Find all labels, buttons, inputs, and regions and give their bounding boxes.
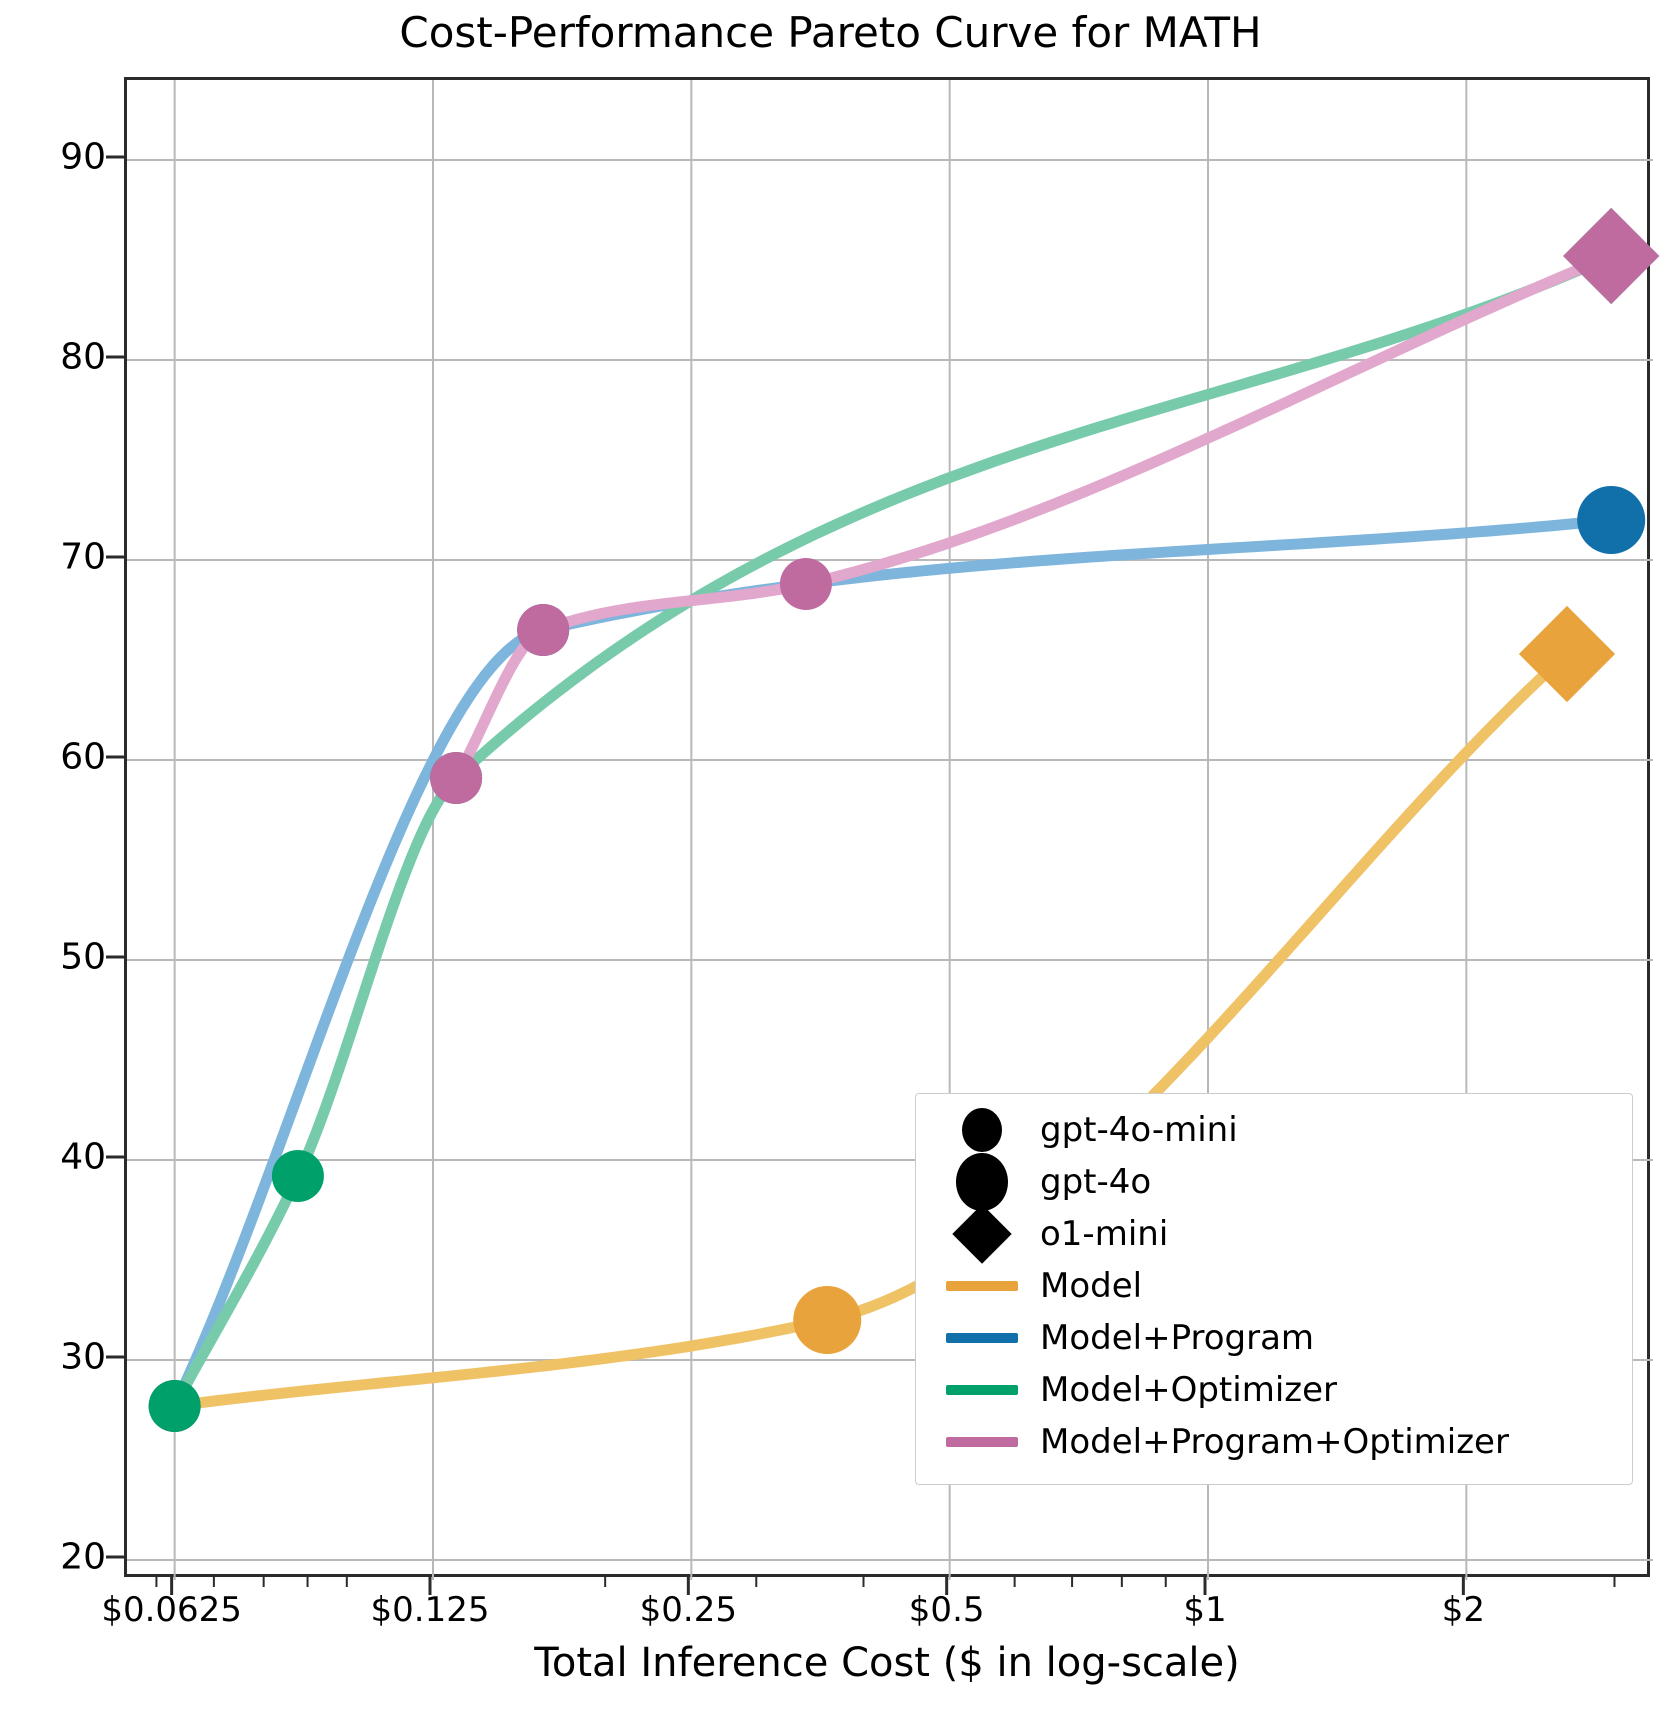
data-point-circle[interactable] <box>517 604 570 656</box>
y-tick-label: 50 <box>60 936 106 978</box>
plot-area <box>124 77 1660 1580</box>
series-model-optimizer <box>169 250 1617 1412</box>
legend-line-symbol <box>930 1437 1034 1447</box>
legend-line-icon <box>946 1333 1018 1343</box>
chart-title: Cost-Performance Pareto Curve for MATH <box>399 8 1262 57</box>
series-line <box>169 250 1617 1412</box>
legend-item-model-program[interactable]: Model+Program <box>930 1312 1618 1364</box>
series-line <box>450 250 1617 784</box>
y-tick-label: 30 <box>60 1336 106 1378</box>
y-tick-label: 40 <box>60 1136 106 1178</box>
legend-line-symbol <box>930 1281 1034 1291</box>
x-tick-label: $0.125 <box>370 1590 490 1630</box>
y-tick-label: 60 <box>60 736 106 778</box>
legend-label: gpt-4o-mini <box>1040 1110 1238 1150</box>
legend-marker-symbol <box>930 1108 1034 1152</box>
x-tick-label: $1 <box>1183 1590 1227 1630</box>
legend-line-icon <box>946 1385 1018 1395</box>
data-point-circle[interactable] <box>779 558 832 610</box>
y-tick-label: 80 <box>60 336 106 378</box>
gridlines <box>127 80 1653 1580</box>
legend-label: Model <box>1040 1266 1143 1306</box>
data-point-circle[interactable] <box>793 1286 862 1354</box>
legend-item-model[interactable]: Model <box>930 1260 1618 1312</box>
legend-marker-symbol <box>930 1153 1034 1211</box>
series-model-program-optimizer <box>450 250 1617 784</box>
legend-label: o1-mini <box>1040 1214 1169 1254</box>
chart-legend[interactable]: gpt-4o-mini gpt-4o o1-mini Model Model+Progr… <box>915 1093 1633 1485</box>
legend-label: Model+Program+Optimizer <box>1040 1422 1509 1462</box>
legend-item-model-optimizer[interactable]: Model+Optimizer <box>930 1364 1618 1416</box>
legend-line-symbol <box>930 1333 1034 1343</box>
legend-item-o1-mini[interactable]: o1-mini <box>930 1204 1618 1264</box>
y-tick-label: 20 <box>60 1536 106 1578</box>
y-axis-ticks <box>106 155 124 1559</box>
legend-item-model-program-optimizer[interactable]: Model+Program+Optimizer <box>930 1416 1618 1468</box>
y-tick-label: 90 <box>60 136 106 178</box>
data-point-circle[interactable] <box>430 752 483 804</box>
x-tick-label: $2 <box>1441 1590 1485 1630</box>
data-point-circle[interactable] <box>1577 486 1646 554</box>
legend-line-icon <box>946 1281 1018 1291</box>
x-axis-label: Total Inference Cost ($ in log-scale) <box>534 1640 1240 1686</box>
y-tick-label: 70 <box>60 536 106 578</box>
legend-line-symbol <box>930 1385 1034 1395</box>
legend-label: Model+Program <box>1040 1318 1315 1358</box>
legend-label: Model+Optimizer <box>1040 1370 1338 1410</box>
legend-diamond-icon <box>952 1204 1012 1264</box>
legend-item-gpt-4o-mini[interactable]: gpt-4o-mini <box>930 1104 1618 1156</box>
legend-marker-symbol <box>930 1204 1034 1264</box>
data-point-diamond[interactable] <box>1518 605 1616 703</box>
data-series-layer <box>148 207 1660 1432</box>
legend-item-gpt-4o[interactable]: gpt-4o <box>930 1153 1618 1211</box>
x-tick-label: $0.25 <box>639 1590 737 1630</box>
data-point-diamond[interactable] <box>1563 207 1660 305</box>
legend-line-icon <box>946 1437 1018 1447</box>
data-point-circle[interactable] <box>148 1380 201 1432</box>
legend-label: gpt-4o <box>1040 1162 1152 1202</box>
x-tick-label: $0.5 <box>908 1590 985 1630</box>
x-tick-label: $0.0625 <box>101 1590 242 1630</box>
data-point-circle[interactable] <box>271 1150 324 1202</box>
legend-circle-small-icon <box>962 1108 1002 1152</box>
x-axis-minor-ticks <box>155 1577 1616 1595</box>
legend-circle-large-icon <box>956 1153 1008 1211</box>
